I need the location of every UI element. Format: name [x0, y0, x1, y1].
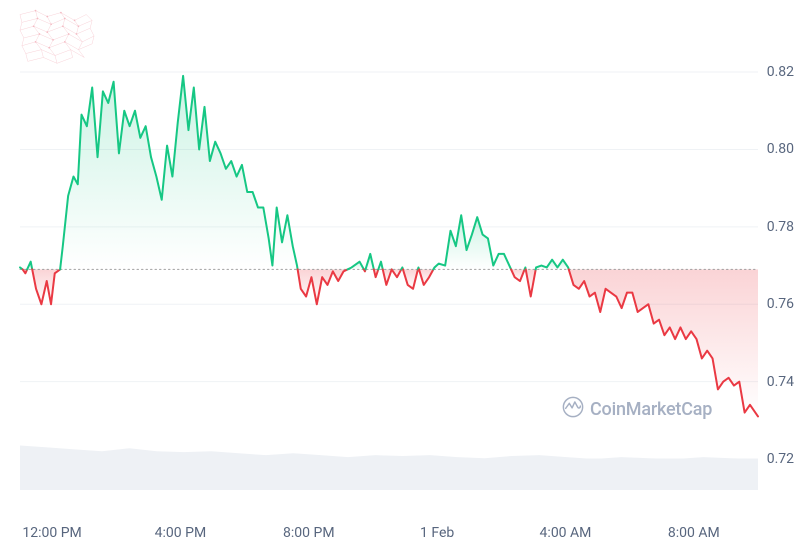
y-axis-label: 0.72: [767, 451, 794, 467]
coinmarketcap-watermark: CoinMarketCap: [562, 396, 712, 423]
watermark-text: CoinMarketCap: [590, 399, 712, 420]
decorative-network-icon: [18, 6, 96, 66]
price-chart: 0.720.740.760.780.800.82 12:00 PM4:00 PM…: [0, 0, 800, 533]
chart-svg: [0, 0, 800, 533]
x-axis-label: 4:00 PM: [155, 525, 207, 541]
y-axis-label: 0.78: [767, 219, 794, 235]
x-axis-label: 12:00 PM: [22, 525, 81, 541]
x-axis-label: 4:00 AM: [540, 525, 592, 541]
y-axis-label: 0.80: [767, 141, 794, 157]
x-axis-label: 8:00 AM: [668, 525, 720, 541]
x-axis-label: 1 Feb: [420, 525, 454, 541]
y-axis-label: 0.74: [767, 374, 794, 390]
y-axis-label: 0.76: [767, 296, 794, 312]
y-axis-label: 0.82: [767, 64, 794, 80]
coinmarketcap-logo-icon: [562, 396, 584, 423]
x-axis-label: 8:00 PM: [283, 525, 335, 541]
